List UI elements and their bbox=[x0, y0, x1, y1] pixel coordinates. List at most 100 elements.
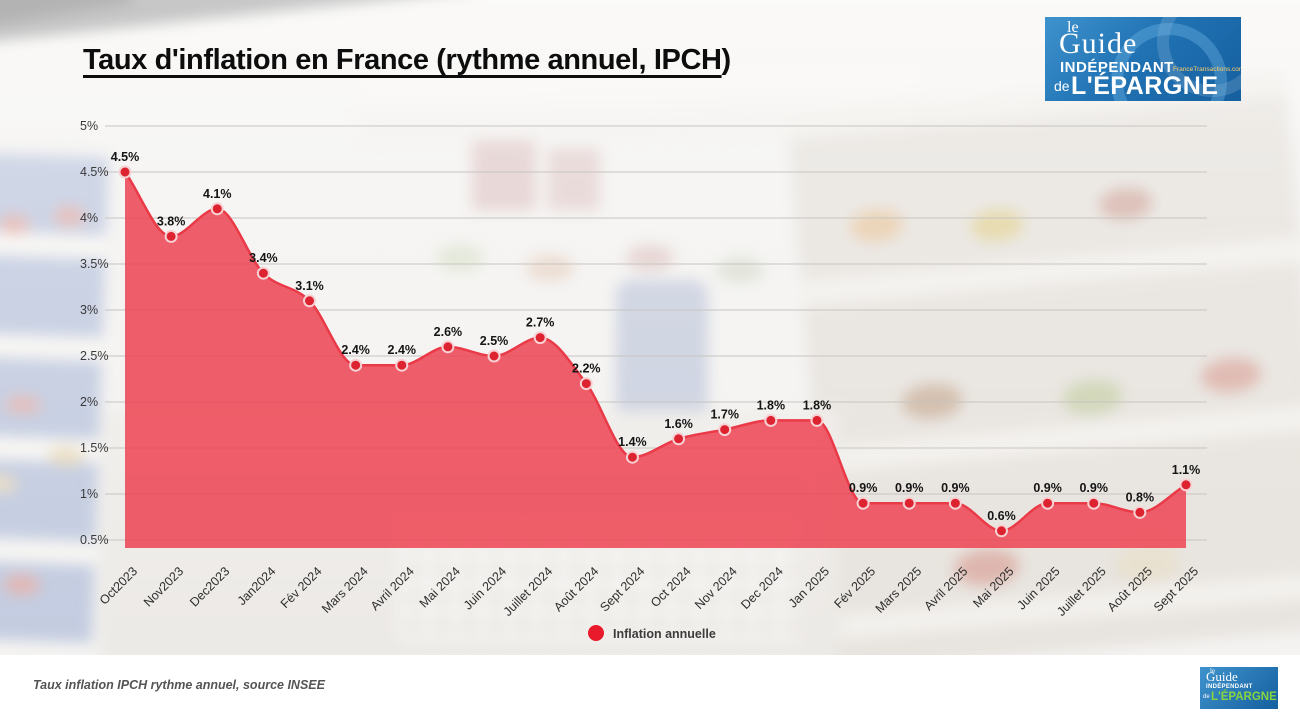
data-point bbox=[487, 349, 501, 363]
x-tick-label: Mars 2025 bbox=[873, 564, 925, 616]
x-axis-labels: Oct2023 Nov2023 Dec2023 Jan2024 Fév 2024Mars… bbox=[97, 564, 1201, 619]
x-tick-label: Oct2023 bbox=[97, 564, 140, 607]
data-point-label: 2.7% bbox=[526, 316, 555, 330]
logo-text-de: de bbox=[1054, 78, 1070, 94]
data-point bbox=[994, 524, 1008, 538]
footer-strip bbox=[0, 655, 1300, 716]
logo-text-epargne: L'ÉPARGNE bbox=[1071, 72, 1219, 100]
y-tick-label: 1.5% bbox=[80, 441, 109, 455]
data-point bbox=[533, 331, 547, 345]
data-point bbox=[948, 496, 962, 510]
data-point-label: 0.6% bbox=[987, 509, 1016, 523]
page-title-underlined: Taux d'inflation en France (rythme annue… bbox=[83, 44, 722, 76]
x-tick-label: Sept 2025 bbox=[1151, 564, 1201, 614]
logo-text-guide: Guide bbox=[1206, 669, 1238, 684]
data-point bbox=[579, 377, 593, 391]
data-points bbox=[118, 165, 1193, 538]
data-point-label: 1.8% bbox=[757, 398, 786, 412]
logo-text-epargne: L'ÉPARGNE bbox=[1211, 691, 1277, 703]
guide-epargne-logo-small: le Guide INDÉPENDANT de L'ÉPARGNE bbox=[1200, 667, 1278, 709]
source-caption: Taux inflation IPCH rythme annuel, sourc… bbox=[33, 678, 325, 692]
data-point-label: 3.4% bbox=[249, 251, 278, 265]
x-tick-label: Avril 2024 bbox=[368, 564, 417, 613]
data-point bbox=[210, 202, 224, 216]
logo-text-independant: INDÉPENDANT bbox=[1060, 59, 1174, 76]
x-tick-label: Juillet 2025 bbox=[1054, 564, 1109, 619]
x-tick-label: Mars 2024 bbox=[319, 564, 371, 616]
data-point-label: 1.7% bbox=[710, 408, 739, 422]
data-point bbox=[1041, 496, 1055, 510]
y-tick-label: 5% bbox=[80, 119, 98, 133]
page-title: Taux d'inflation en France (rythme annue… bbox=[83, 44, 731, 77]
data-point-label: 2.5% bbox=[480, 334, 509, 348]
x-tick-label: Jan 2025 bbox=[786, 564, 832, 610]
data-point-label: 2.6% bbox=[434, 325, 463, 339]
data-point bbox=[672, 432, 686, 446]
y-tick-label: 2% bbox=[80, 395, 98, 409]
x-tick-label: Juin 2025 bbox=[1014, 564, 1062, 612]
data-point bbox=[902, 496, 916, 510]
y-tick-label: 0.5% bbox=[80, 533, 109, 547]
data-point bbox=[441, 340, 455, 354]
data-point-label: 2.2% bbox=[572, 362, 601, 376]
data-point bbox=[349, 358, 363, 372]
data-point-label: 0.9% bbox=[941, 481, 970, 495]
data-point bbox=[1133, 505, 1147, 519]
data-point-label: 4.1% bbox=[203, 187, 232, 201]
data-point bbox=[256, 266, 270, 280]
logo-text-le: le bbox=[1210, 667, 1216, 675]
y-tick-label: 3.5% bbox=[80, 257, 109, 271]
x-tick-label: Mai 2024 bbox=[417, 564, 463, 610]
data-labels: 4.5% 3.8% 4.1% 3.4% 3.1% 2.4% 2.4% 2.6% 2.5% 2.7%… bbox=[111, 150, 1201, 523]
y-tick-label: 4.5% bbox=[80, 165, 109, 179]
data-point-label: 3.8% bbox=[157, 214, 186, 228]
x-tick-label: Nov 2024 bbox=[692, 564, 740, 612]
data-point-label: 0.9% bbox=[1033, 481, 1062, 495]
inflation-area-fill bbox=[125, 172, 1186, 548]
data-point bbox=[856, 496, 870, 510]
legend-label: Inflation annuelle bbox=[613, 627, 716, 641]
guide-epargne-logo: le Guide INDÉPENDANT FranceTransactions.… bbox=[1045, 17, 1241, 101]
x-tick-label: Mai 2025 bbox=[970, 564, 1016, 610]
data-point bbox=[1179, 478, 1193, 492]
page-title-suffix: ) bbox=[721, 44, 732, 76]
y-axis-labels: 0.5% 1% 1.5% 2% 2.5% 3% 3.5% 4% 4.5% 5% bbox=[80, 119, 109, 547]
x-tick-label: Dec2023 bbox=[187, 564, 232, 609]
x-tick-label: Juillet 2024 bbox=[501, 564, 556, 619]
y-tick-label: 4% bbox=[80, 211, 98, 225]
x-tick-label: Fév 2024 bbox=[278, 564, 325, 611]
y-tick-label: 1% bbox=[80, 487, 98, 501]
logo-text-site: FranceTransactions.com bbox=[1173, 66, 1241, 73]
data-point-label: 0.9% bbox=[849, 481, 878, 495]
data-point bbox=[625, 450, 639, 464]
y-tick-label: 3% bbox=[80, 303, 98, 317]
y-tick-label: 2.5% bbox=[80, 349, 109, 363]
x-tick-label: Sept 2024 bbox=[597, 564, 647, 614]
legend: Inflation annuelle bbox=[588, 625, 716, 641]
data-point bbox=[164, 229, 178, 243]
x-tick-label: Avril 2025 bbox=[921, 564, 970, 613]
logo-text-de: de bbox=[1203, 694, 1210, 700]
data-point bbox=[718, 423, 732, 437]
data-point bbox=[395, 358, 409, 372]
logo-text-guide: Guide bbox=[1059, 27, 1138, 60]
x-tick-label: Août 2025 bbox=[1105, 564, 1155, 614]
data-point-label: 1.8% bbox=[803, 398, 832, 412]
x-tick-label: Jan2024 bbox=[235, 564, 279, 608]
x-tick-label: Dec 2024 bbox=[738, 564, 786, 612]
data-point-label: 3.1% bbox=[295, 279, 324, 293]
x-tick-label: Nov2023 bbox=[141, 564, 186, 609]
x-tick-label: Oct 2024 bbox=[648, 564, 694, 610]
data-point bbox=[1087, 496, 1101, 510]
x-tick-label: Juin 2024 bbox=[461, 564, 509, 612]
data-point-label: 0.9% bbox=[1079, 481, 1108, 495]
x-tick-label: Août 2024 bbox=[551, 564, 601, 614]
data-point-label: 0.8% bbox=[1126, 490, 1155, 504]
legend-marker-icon bbox=[588, 625, 604, 641]
data-point bbox=[810, 413, 824, 427]
data-point bbox=[118, 165, 132, 179]
x-tick-label: Fév 2025 bbox=[831, 564, 878, 611]
data-point-label: 0.9% bbox=[895, 481, 924, 495]
